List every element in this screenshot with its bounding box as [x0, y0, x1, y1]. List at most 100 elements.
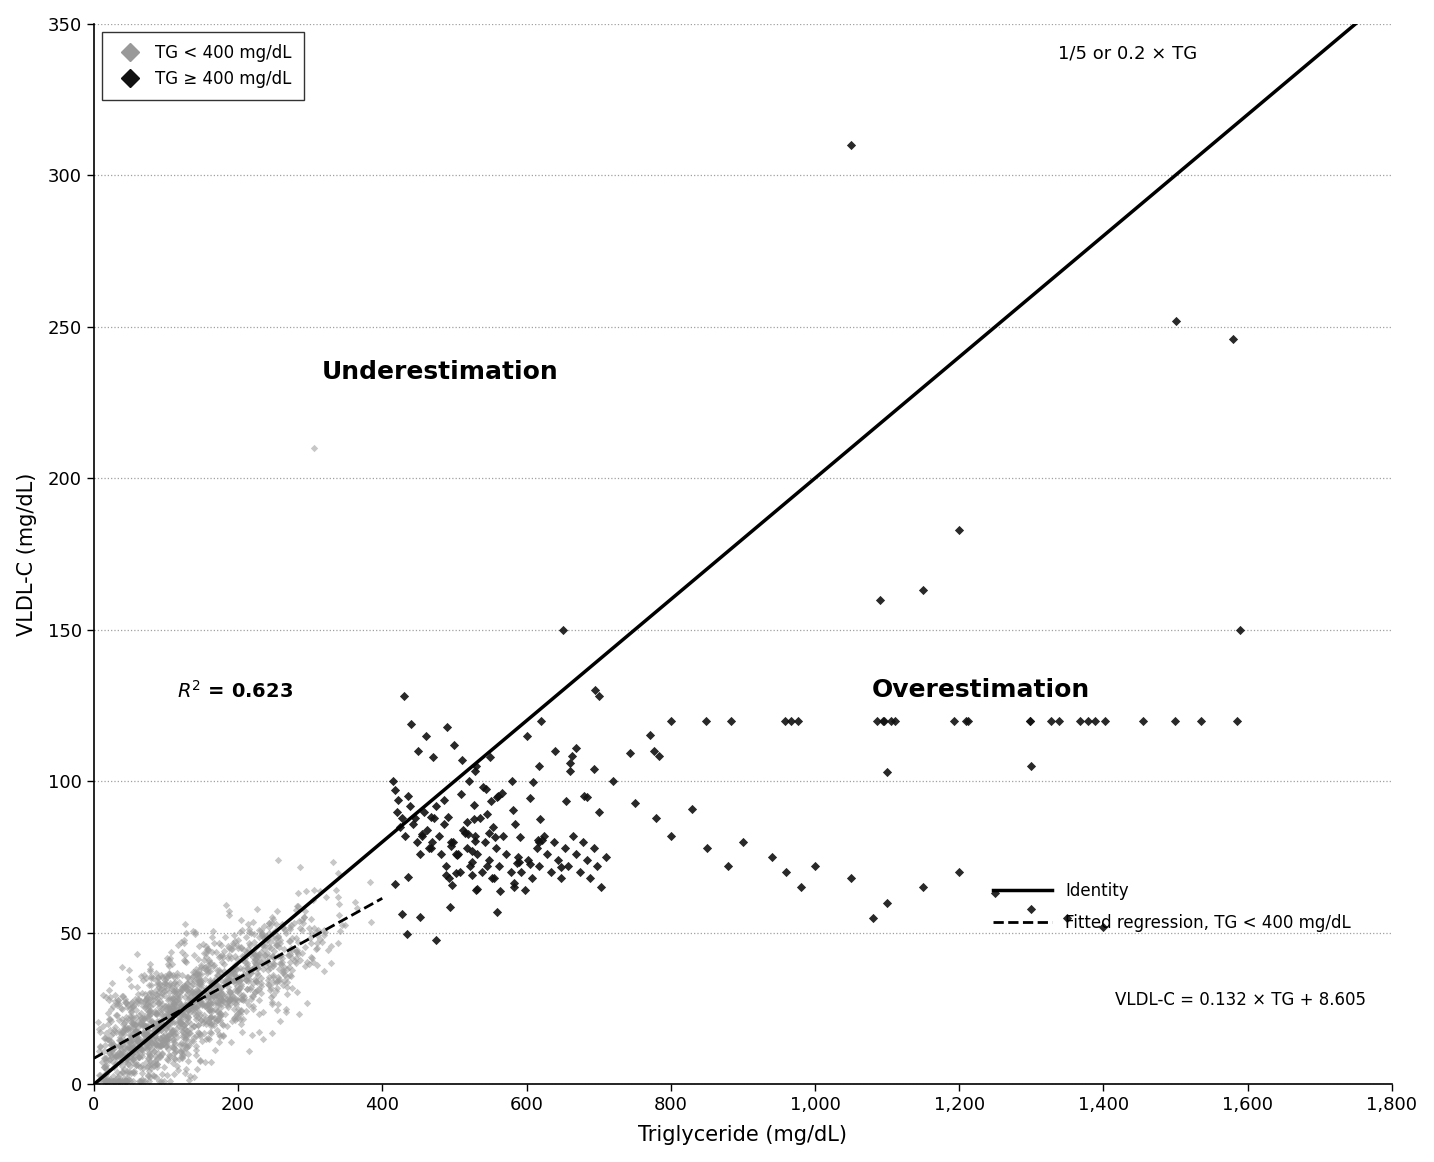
Point [156, 1005, 179, 1024]
Point [1084, 711, 1107, 730]
Point [196, 956, 219, 975]
Point [280, 940, 303, 959]
Point [1094, 711, 1117, 730]
Point [403, 809, 426, 827]
Point [119, 999, 142, 1018]
Point [95, 1052, 118, 1070]
Point [186, 1023, 209, 1041]
Point [270, 955, 293, 974]
Point [179, 977, 202, 996]
Point [135, 997, 158, 1016]
Point [206, 996, 229, 1014]
Point [528, 756, 551, 775]
Point [244, 951, 267, 969]
Point [199, 1024, 222, 1042]
Point [585, 856, 608, 875]
Point [165, 998, 188, 1017]
Point [584, 681, 607, 700]
Point [99, 1073, 122, 1091]
Point [166, 935, 189, 954]
Point [234, 967, 257, 985]
Point [128, 1017, 151, 1035]
Point [198, 992, 221, 1011]
Point [92, 1048, 115, 1067]
Point [214, 974, 237, 992]
Point [99, 1020, 122, 1039]
Point [211, 1014, 234, 1033]
Point [235, 942, 258, 961]
Point [198, 985, 221, 1004]
Point [204, 989, 227, 1007]
Point [145, 1016, 168, 1034]
Point [161, 989, 184, 1007]
Point [199, 1002, 222, 1020]
Point [224, 981, 247, 999]
Point [126, 1027, 149, 1046]
Point [174, 1060, 196, 1078]
Point [135, 1025, 158, 1043]
Point [221, 960, 244, 978]
Point [175, 985, 198, 1004]
Point [258, 981, 281, 999]
Point [145, 1004, 168, 1023]
Point [98, 1050, 120, 1069]
Point [229, 975, 252, 994]
Point [251, 960, 274, 978]
Point [206, 994, 229, 1012]
Point [129, 1057, 152, 1076]
Point [87, 1020, 110, 1039]
Point [95, 1030, 118, 1048]
Point [126, 990, 149, 1009]
Point [984, 884, 1007, 903]
Point [274, 966, 297, 984]
Point [132, 1023, 155, 1041]
Point [839, 869, 862, 888]
Point [313, 920, 336, 939]
Point [229, 1004, 252, 1023]
Point [554, 839, 576, 858]
Point [155, 1009, 178, 1027]
Point [188, 1050, 211, 1069]
Point [106, 1073, 129, 1091]
Point [648, 746, 671, 765]
Point [165, 988, 188, 1006]
Point [143, 1042, 166, 1061]
Point [139, 1056, 162, 1075]
Point [238, 961, 261, 980]
Point [122, 1014, 145, 1033]
Point [219, 940, 242, 959]
Point [301, 891, 324, 910]
Point [132, 1026, 155, 1045]
Point [151, 995, 174, 1013]
Point [139, 969, 162, 988]
Point [130, 1047, 153, 1066]
Point [483, 827, 506, 846]
Point [488, 856, 511, 875]
Point [129, 1039, 152, 1057]
Point [261, 954, 284, 973]
Point [516, 851, 539, 869]
Text: VLDL-C = 0.132 × TG + 8.605: VLDL-C = 0.132 × TG + 8.605 [1114, 990, 1365, 1009]
Point [182, 984, 205, 1003]
Point [95, 1073, 118, 1091]
Point [162, 1025, 185, 1043]
Point [205, 942, 228, 961]
Point [126, 1048, 149, 1067]
Point [252, 940, 275, 959]
Point [268, 1011, 291, 1030]
Point [145, 1068, 168, 1086]
Point [228, 971, 251, 990]
Point [185, 998, 208, 1017]
Point [149, 981, 172, 999]
Point [956, 711, 979, 730]
Point [271, 914, 294, 933]
Y-axis label: VLDL-C (mg/dL): VLDL-C (mg/dL) [17, 473, 37, 636]
Point [128, 1038, 151, 1056]
Point [115, 1073, 138, 1091]
Point [103, 1048, 126, 1067]
Point [390, 904, 413, 923]
Point [188, 985, 211, 1004]
Point [149, 966, 172, 984]
Point [162, 1054, 185, 1073]
Point [284, 948, 307, 967]
